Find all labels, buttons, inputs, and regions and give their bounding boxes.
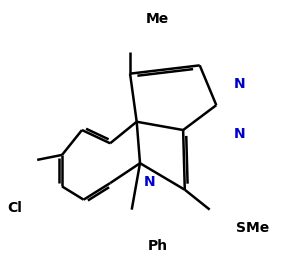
Text: Cl: Cl xyxy=(7,201,22,215)
Text: SMe: SMe xyxy=(236,221,269,235)
Text: N: N xyxy=(233,77,245,91)
Text: Ph: Ph xyxy=(147,239,167,253)
Text: N: N xyxy=(144,176,155,189)
Text: Me: Me xyxy=(146,12,169,26)
Text: N: N xyxy=(233,127,245,141)
